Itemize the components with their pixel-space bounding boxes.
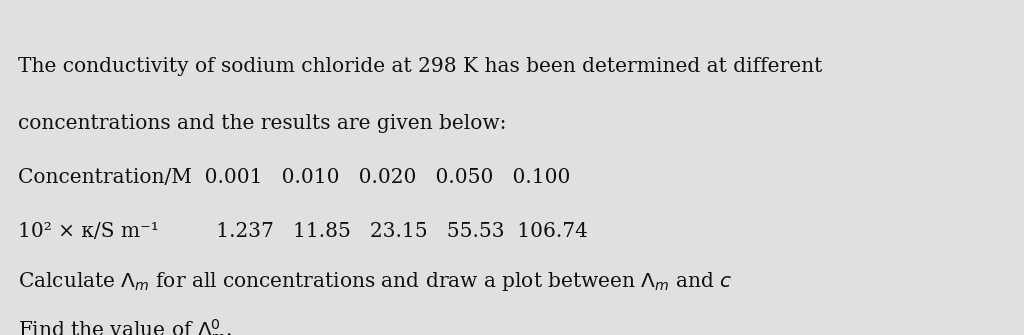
Text: Concentration/M  0.001   0.010   0.020   0.050   0.100: Concentration/M 0.001 0.010 0.020 0.050 … <box>18 168 570 187</box>
Text: The conductivity of sodium chloride at 298 K has been determined at different: The conductivity of sodium chloride at 2… <box>18 58 823 76</box>
Text: concentrations and the results are given below:: concentrations and the results are given… <box>18 115 507 133</box>
Text: Find the value of $\Lambda^0_m$.: Find the value of $\Lambda^0_m$. <box>18 318 232 335</box>
Text: 10² × κ/S m⁻¹         1.237   11.85   23.15   55.53  106.74: 10² × κ/S m⁻¹ 1.237 11.85 23.15 55.53 10… <box>18 222 589 241</box>
Text: Calculate $\Lambda_m$ for all concentrations and draw a plot between $\Lambda_m$: Calculate $\Lambda_m$ for all concentrat… <box>18 270 733 293</box>
